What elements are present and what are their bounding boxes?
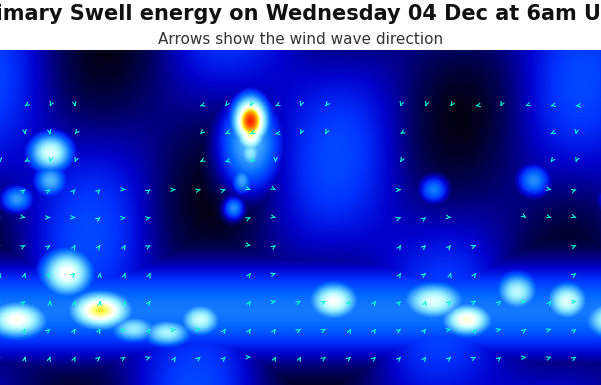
Text: Arrows show the wind wave direction: Arrows show the wind wave direction (158, 32, 443, 47)
Text: Primary Swell energy on Wednesday 04 Dec at 6am UTC: Primary Swell energy on Wednesday 04 Dec… (0, 4, 601, 24)
